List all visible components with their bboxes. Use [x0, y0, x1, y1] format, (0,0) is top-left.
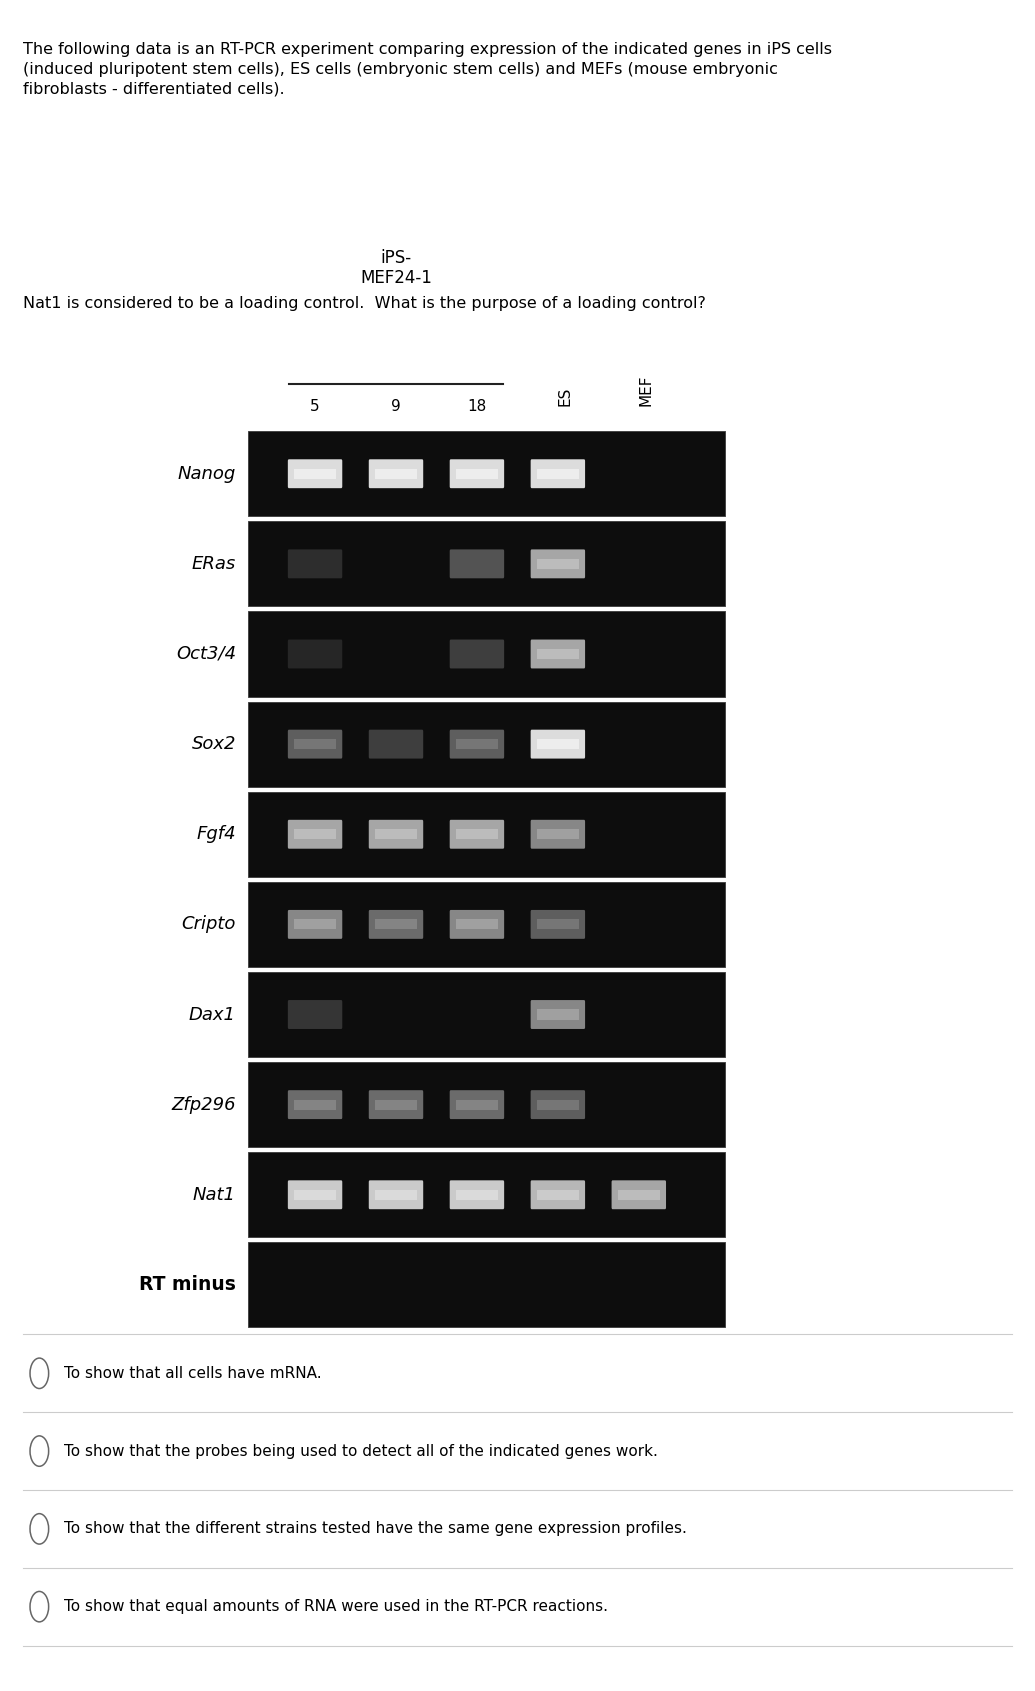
FancyBboxPatch shape: [449, 639, 504, 668]
Bar: [537, 1190, 579, 1201]
Bar: [537, 920, 579, 930]
Text: Zfp296: Zfp296: [172, 1096, 236, 1114]
Text: To show that equal amounts of RNA were used in the RT-PCR reactions.: To show that equal amounts of RNA were u…: [64, 1600, 609, 1615]
FancyBboxPatch shape: [368, 910, 423, 939]
FancyBboxPatch shape: [288, 639, 343, 668]
Bar: [248, 1062, 724, 1146]
Text: MEF: MEF: [639, 374, 654, 406]
Text: 5: 5: [310, 399, 320, 414]
Text: ERas: ERas: [191, 555, 236, 573]
Text: To show that the different strains tested have the same gene expression profiles: To show that the different strains teste…: [64, 1522, 687, 1537]
Bar: [294, 1099, 336, 1109]
Bar: [456, 1099, 498, 1109]
Text: To show that all cells have mRNA.: To show that all cells have mRNA.: [64, 1366, 322, 1382]
Bar: [537, 829, 579, 839]
Text: 9: 9: [391, 399, 401, 414]
Text: To show that the probes being used to detect all of the indicated genes work.: To show that the probes being used to de…: [64, 1444, 658, 1459]
Bar: [248, 521, 724, 607]
Text: 18: 18: [468, 399, 486, 414]
Bar: [456, 468, 498, 479]
Bar: [537, 1010, 579, 1020]
Bar: [294, 829, 336, 839]
FancyBboxPatch shape: [288, 1180, 343, 1209]
Bar: [248, 791, 724, 876]
FancyBboxPatch shape: [531, 820, 585, 849]
Bar: [375, 920, 417, 930]
Text: Cripto: Cripto: [181, 915, 236, 933]
Bar: [537, 1099, 579, 1109]
Text: RT minus: RT minus: [139, 1275, 236, 1294]
FancyBboxPatch shape: [612, 1180, 667, 1209]
FancyBboxPatch shape: [531, 639, 585, 668]
Bar: [248, 431, 724, 516]
Bar: [456, 1190, 498, 1201]
FancyBboxPatch shape: [288, 820, 343, 849]
FancyBboxPatch shape: [531, 460, 585, 489]
FancyBboxPatch shape: [368, 1180, 423, 1209]
FancyBboxPatch shape: [531, 1180, 585, 1209]
Bar: [248, 612, 724, 697]
Bar: [375, 829, 417, 839]
FancyBboxPatch shape: [449, 460, 504, 489]
FancyBboxPatch shape: [288, 550, 343, 578]
Bar: [375, 468, 417, 479]
FancyBboxPatch shape: [368, 820, 423, 849]
Text: iPS-
MEF24-1: iPS- MEF24-1: [360, 249, 432, 287]
FancyBboxPatch shape: [368, 1091, 423, 1119]
Bar: [537, 739, 579, 749]
FancyBboxPatch shape: [449, 731, 504, 759]
FancyBboxPatch shape: [531, 731, 585, 759]
FancyBboxPatch shape: [288, 731, 343, 759]
Bar: [294, 468, 336, 479]
Bar: [375, 1099, 417, 1109]
FancyBboxPatch shape: [531, 910, 585, 939]
Text: Dax1: Dax1: [189, 1006, 236, 1023]
Bar: [537, 649, 579, 659]
Bar: [618, 1190, 659, 1201]
Text: Nat1 is considered to be a loading control.  What is the purpose of a loading co: Nat1 is considered to be a loading contr…: [23, 296, 706, 311]
Bar: [537, 468, 579, 479]
Bar: [248, 702, 724, 786]
Text: Fgf4: Fgf4: [197, 825, 236, 844]
Text: Oct3/4: Oct3/4: [176, 644, 236, 663]
Text: The following data is an RT-PCR experiment comparing expression of the indicated: The following data is an RT-PCR experime…: [23, 42, 832, 96]
Text: ES: ES: [558, 387, 572, 406]
Bar: [294, 739, 336, 749]
Bar: [456, 920, 498, 930]
FancyBboxPatch shape: [449, 1180, 504, 1209]
Bar: [294, 1190, 336, 1201]
FancyBboxPatch shape: [368, 731, 423, 759]
FancyBboxPatch shape: [531, 550, 585, 578]
Bar: [294, 920, 336, 930]
Bar: [375, 1190, 417, 1201]
Bar: [248, 972, 724, 1057]
FancyBboxPatch shape: [449, 910, 504, 939]
Bar: [248, 881, 724, 967]
FancyBboxPatch shape: [531, 999, 585, 1028]
Bar: [537, 558, 579, 568]
Bar: [248, 1152, 724, 1238]
FancyBboxPatch shape: [288, 999, 343, 1028]
Bar: [456, 739, 498, 749]
Text: Nat1: Nat1: [193, 1185, 236, 1204]
FancyBboxPatch shape: [449, 550, 504, 578]
Text: Nanog: Nanog: [178, 465, 236, 482]
Text: Sox2: Sox2: [191, 736, 236, 752]
FancyBboxPatch shape: [449, 820, 504, 849]
Bar: [456, 829, 498, 839]
FancyBboxPatch shape: [449, 1091, 504, 1119]
FancyBboxPatch shape: [288, 910, 343, 939]
FancyBboxPatch shape: [368, 460, 423, 489]
FancyBboxPatch shape: [288, 1091, 343, 1119]
FancyBboxPatch shape: [531, 1091, 585, 1119]
Bar: [248, 1243, 724, 1327]
FancyBboxPatch shape: [288, 460, 343, 489]
